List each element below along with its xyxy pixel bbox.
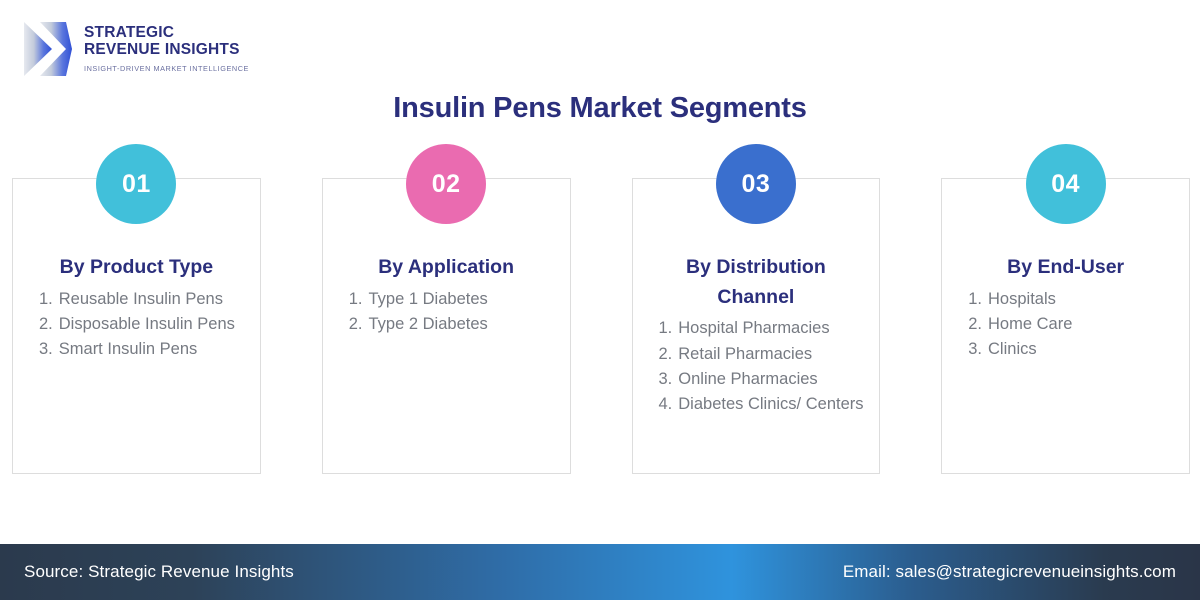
- segment-item-list: 1. Hospital Pharmacies 2. Retail Pharmac…: [641, 316, 872, 418]
- chevron-arrow-logo-icon: [24, 22, 72, 76]
- brand-name-line1: STRATEGIC: [84, 24, 175, 42]
- list-item-number: 2.: [348, 315, 363, 334]
- segment-number-badge: 03: [715, 144, 796, 224]
- list-item-label: Type 1 Diabetes: [368, 289, 488, 308]
- list-item: 1. Hospital Pharmacies: [659, 316, 866, 341]
- list-item-number: 2.: [39, 315, 53, 334]
- list-item-label: Reusable Insulin Pens: [58, 289, 223, 308]
- list-item: 1. Reusable Insulin Pens: [39, 287, 246, 312]
- list-item-label: Hospital Pharmacies: [678, 319, 830, 338]
- list-item-number: 2.: [658, 344, 673, 363]
- segment-heading: By Product Type: [59, 256, 214, 278]
- list-item: 2. Disposable Insulin Pens: [39, 312, 246, 337]
- list-item-number: 3.: [39, 340, 53, 359]
- list-item-number: 3.: [968, 340, 983, 359]
- list-item-label: Home Care: [988, 315, 1073, 334]
- list-item: 2. Retail Pharmacies: [659, 342, 866, 367]
- list-item-label: Smart Insulin Pens: [58, 340, 198, 359]
- segment-card-3[interactable]: 03 By Distribution Channel 1. Hospital P…: [631, 144, 881, 474]
- list-item: 3. Online Pharmacies: [659, 367, 866, 392]
- list-item-label: Hospitals: [988, 289, 1056, 308]
- list-item: 1. Type 1 Diabetes: [349, 287, 556, 312]
- brand-tagline: INSIGHT-DRIVEN MARKET INTELLIGENCE: [84, 63, 249, 73]
- segment-card-2[interactable]: 02 By Application 1. Type 1 Diabetes 2. …: [321, 144, 571, 474]
- list-item-number: 1.: [658, 319, 673, 338]
- page-title: Insulin Pens Market Segments: [393, 92, 807, 124]
- list-item-number: 2.: [968, 315, 983, 334]
- segments-container: 01 By Product Type 1. Reusable Insulin P…: [12, 144, 1190, 474]
- segment-card-4[interactable]: 04 By End-User 1. Hospitals 2. Home Care…: [941, 144, 1190, 474]
- list-item: 2. Type 2 Diabetes: [349, 312, 556, 337]
- footer-email[interactable]: Email: sales@strategicrevenueinsights.co…: [842, 562, 1176, 581]
- segment-heading: By Application: [378, 256, 515, 278]
- list-item: 2. Home Care: [968, 312, 1175, 337]
- footer-bar: Source: Strategic Revenue Insights Email…: [0, 544, 1200, 600]
- brand-name-line2: REVENUE INSIGHTS: [84, 41, 240, 58]
- segment-item-list: 1. Type 1 Diabetes 2. Type 2 Diabetes: [331, 287, 562, 338]
- list-item-number: 4.: [658, 395, 673, 414]
- list-item-label: Disposable Insulin Pens: [58, 315, 235, 334]
- segment-number-badge: 02: [406, 144, 487, 224]
- brand-wordmark: STRATEGIC REVENUE INSIGHTS INSIGHT-DRIVE…: [84, 24, 249, 73]
- list-item-label: Retail Pharmacies: [678, 344, 813, 363]
- segment-number-badge: 04: [1025, 144, 1106, 224]
- segment-card-1[interactable]: 01 By Product Type 1. Reusable Insulin P…: [12, 144, 261, 474]
- list-item-label: Diabetes Clinics/ Centers: [678, 395, 864, 414]
- list-item-label: Type 2 Diabetes: [368, 315, 488, 334]
- segment-item-list: 1. Reusable Insulin Pens 2. Disposable I…: [21, 287, 252, 363]
- list-item-label: Clinics: [988, 340, 1037, 359]
- list-item: 3. Clinics: [968, 337, 1175, 362]
- list-item-number: 3.: [658, 370, 673, 389]
- list-item-number: 1.: [348, 289, 363, 308]
- list-item-number: 1.: [968, 289, 983, 308]
- list-item-number: 1.: [39, 289, 53, 308]
- segment-number-badge: 01: [96, 144, 177, 224]
- footer-source: Source: Strategic Revenue Insights: [24, 562, 294, 581]
- list-item: 1. Hospitals: [968, 287, 1175, 312]
- list-item: 3. Smart Insulin Pens: [39, 337, 246, 362]
- segment-heading: By End-User: [1007, 256, 1125, 278]
- list-item-label: Online Pharmacies: [678, 370, 818, 389]
- brand-logo: STRATEGIC REVENUE INSIGHTS INSIGHT-DRIVE…: [22, 18, 249, 80]
- segment-heading: By Distribution Channel: [686, 256, 826, 308]
- list-item: 4. Diabetes Clinics/ Centers: [659, 392, 866, 417]
- segment-item-list: 1. Hospitals 2. Home Care 3. Clinics: [950, 287, 1181, 363]
